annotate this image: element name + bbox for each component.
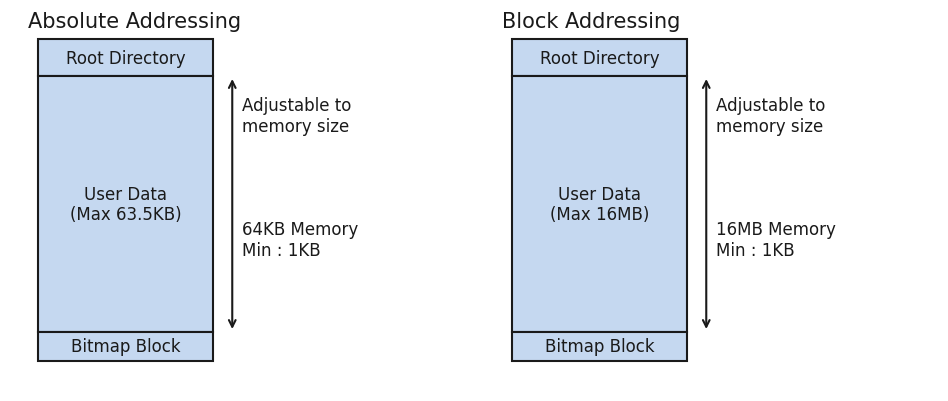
Text: Adjustable to
memory size: Adjustable to memory size [242, 97, 351, 136]
Text: Absolute Addressing: Absolute Addressing [28, 12, 242, 32]
Bar [38, 40, 213, 77]
Bar [512, 77, 687, 332]
Text: Bitmap Block: Bitmap Block [545, 338, 654, 355]
Text: User Data
(Max 63.5KB): User Data (Max 63.5KB) [70, 185, 181, 224]
Text: Bitmap Block: Bitmap Block [71, 338, 180, 355]
Text: Root Directory: Root Directory [65, 50, 186, 67]
Text: Root Directory: Root Directory [539, 50, 660, 67]
Text: Adjustable to
memory size: Adjustable to memory size [716, 97, 825, 136]
Bar [38, 77, 213, 332]
Text: 16MB Memory
Min : 1KB: 16MB Memory Min : 1KB [716, 221, 835, 259]
Text: Block Addressing: Block Addressing [502, 12, 681, 32]
Text: 64KB Memory
Min : 1KB: 64KB Memory Min : 1KB [242, 221, 358, 259]
Text: User Data
(Max 16MB): User Data (Max 16MB) [550, 185, 649, 224]
Bar [512, 332, 687, 361]
Bar [38, 332, 213, 361]
Bar [512, 40, 687, 77]
